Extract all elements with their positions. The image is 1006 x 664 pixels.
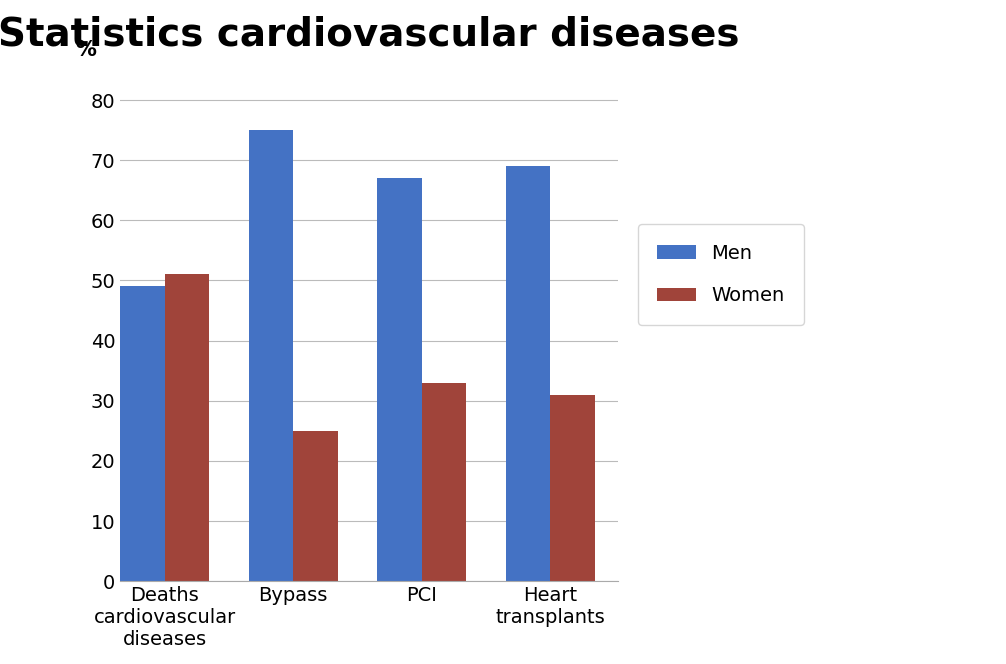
Bar <box>248 130 293 581</box>
Bar <box>293 431 338 581</box>
Title: Statistics cardiovascular diseases: Statistics cardiovascular diseases <box>0 15 739 53</box>
Bar <box>121 286 165 581</box>
Bar <box>506 166 550 581</box>
Bar <box>377 178 422 581</box>
Bar <box>165 274 209 581</box>
Bar <box>550 394 595 581</box>
Legend: Men, Women: Men, Women <box>638 224 804 325</box>
Text: %: % <box>75 40 96 60</box>
Bar <box>422 382 466 581</box>
